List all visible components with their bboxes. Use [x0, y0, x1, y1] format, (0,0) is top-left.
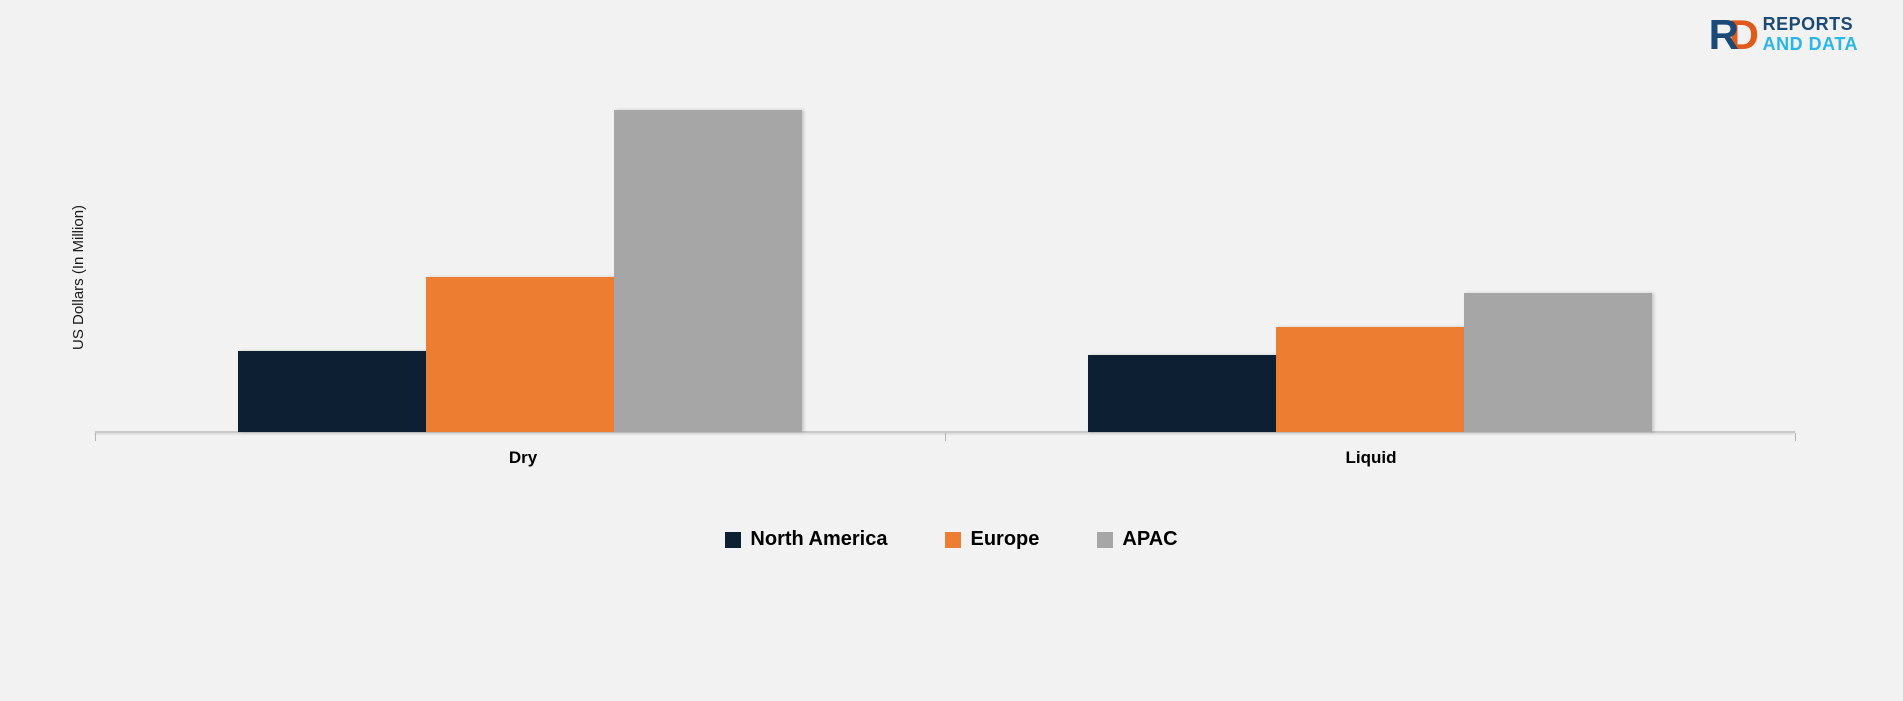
- legend-item-apac: APAC: [1097, 528, 1178, 551]
- x-axis-tick-1: [945, 433, 946, 441]
- category-label-liquid: Liquid: [1345, 448, 1397, 467]
- brand-logo-text: REPORTS AND DATA: [1762, 14, 1858, 55]
- bar-apac-dry: [614, 110, 802, 432]
- legend-label-north-america: North America: [750, 528, 888, 550]
- brand-name-bottom: AND DATA: [1762, 34, 1858, 54]
- chart-legend: North America Europe APAC: [0, 528, 1903, 551]
- legend-item-europe: Europe: [945, 528, 1039, 551]
- brand-logo: D R REPORTS AND DATA: [1709, 14, 1858, 56]
- logo-letter-d: D: [1728, 11, 1760, 58]
- bar-north-america-dry: [238, 351, 426, 432]
- legend-swatch-north-america: [725, 531, 742, 548]
- legend-label-apac: APAC: [1122, 528, 1178, 550]
- logo-letter-r: R: [1708, 11, 1740, 58]
- legend-item-north-america: North America: [725, 528, 887, 551]
- legend-swatch-europe: [945, 531, 962, 548]
- legend-label-europe: Europe: [970, 528, 1040, 550]
- plot-area: [95, 92, 1796, 441]
- x-axis-line: [95, 431, 1795, 433]
- category-label-dry: Dry: [508, 448, 538, 467]
- x-axis-tick-0: [95, 433, 96, 441]
- legend-swatch-apac: [1097, 531, 1114, 548]
- y-axis-label: US Dollars (In Million): [70, 204, 87, 350]
- brand-logo-icon: D R: [1708, 11, 1759, 58]
- bar-europe-dry: [426, 277, 614, 432]
- bar-apac-liquid: [1464, 293, 1652, 432]
- brand-name-top: REPORTS: [1762, 14, 1854, 35]
- bar-north-america-liquid: [1088, 355, 1276, 432]
- bar-europe-liquid: [1276, 327, 1464, 432]
- x-axis-tick-2: [1795, 433, 1796, 441]
